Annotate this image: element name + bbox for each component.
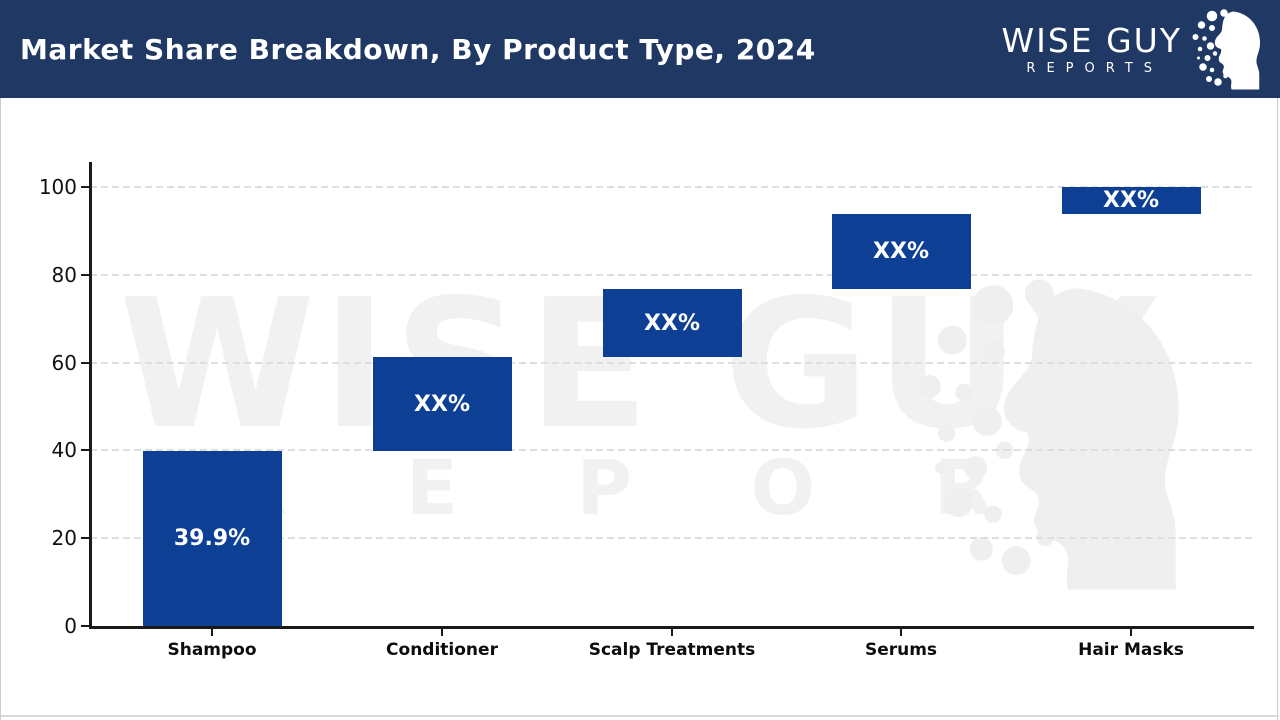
brand-logo: WISE GUY REPORTS — [1001, 0, 1266, 98]
header-bar: Market Share Breakdown, By Product Type,… — [0, 0, 1280, 98]
y-tick-60 — [81, 361, 89, 364]
bar-scalp-treatments: XX% — [602, 288, 742, 358]
bar-hair-masks: XX% — [1061, 187, 1201, 215]
brand-face-icon — [1192, 9, 1261, 90]
gridline-y60 — [90, 361, 1254, 364]
bar-value-label: XX% — [873, 239, 929, 265]
x-category-label-shampoo: Shampoo — [167, 640, 257, 660]
y-tick-40 — [81, 449, 89, 452]
gridline-y100 — [90, 186, 1254, 188]
x-tick-4 — [1130, 629, 1132, 636]
bar-shampoo: 39.9% — [142, 450, 282, 626]
chart-title: Market Share Breakdown, By Product Type,… — [20, 32, 816, 66]
x-axis — [89, 626, 1254, 629]
x-tick-1 — [441, 629, 443, 636]
y-tick-label-60: 60 — [51, 350, 77, 375]
gridline-y20 — [90, 537, 1254, 540]
bar-serums: XX% — [831, 214, 971, 289]
x-category-label-conditioner: Conditioner — [386, 640, 498, 660]
x-tick-2 — [671, 629, 673, 636]
y-tick-label-100: 100 — [38, 175, 77, 199]
brand-logo-text: WISE GUY REPORTS — [1001, 24, 1182, 75]
y-axis — [89, 162, 92, 629]
y-tick-80 — [81, 273, 89, 276]
brand-subname: REPORTS — [1026, 60, 1164, 76]
gridline-y80 — [90, 273, 1254, 276]
x-tick-0 — [211, 629, 213, 636]
y-tick-100 — [81, 186, 89, 188]
y-tick-label-80: 80 — [51, 262, 77, 287]
bar-conditioner: XX% — [372, 357, 512, 451]
brand-name: WISE GUY — [1001, 20, 1182, 60]
bar-value-label: XX% — [1103, 188, 1159, 214]
x-category-label-scalp-treatments: Scalp Treatments — [588, 640, 756, 660]
y-tick-label-20: 20 — [51, 526, 77, 551]
bottom-divider — [1, 715, 1279, 717]
y-tick-0 — [81, 625, 89, 627]
gridline-y40 — [90, 449, 1254, 452]
bar-value-label: XX% — [414, 391, 470, 417]
x-category-label-hair-masks: Hair Masks — [1078, 640, 1184, 660]
bar-value-label: XX% — [644, 310, 700, 336]
bar-value-label: 39.9% — [173, 525, 251, 551]
plot-area: 0 20 40 60 80 100 39.9% XX% XX% XX% XX% Shampoo Cond… — [1, 98, 1279, 720]
x-tick-3 — [900, 629, 902, 636]
y-tick-label-0: 0 — [64, 614, 77, 638]
x-category-label-serums: Serums — [864, 640, 938, 660]
y-tick-20 — [81, 537, 89, 540]
y-tick-label-40: 40 — [51, 438, 77, 463]
chart-canvas: WISE GUY R E P O R T S 0 20 40 60 80 100 39.9%… — [0, 98, 1280, 720]
